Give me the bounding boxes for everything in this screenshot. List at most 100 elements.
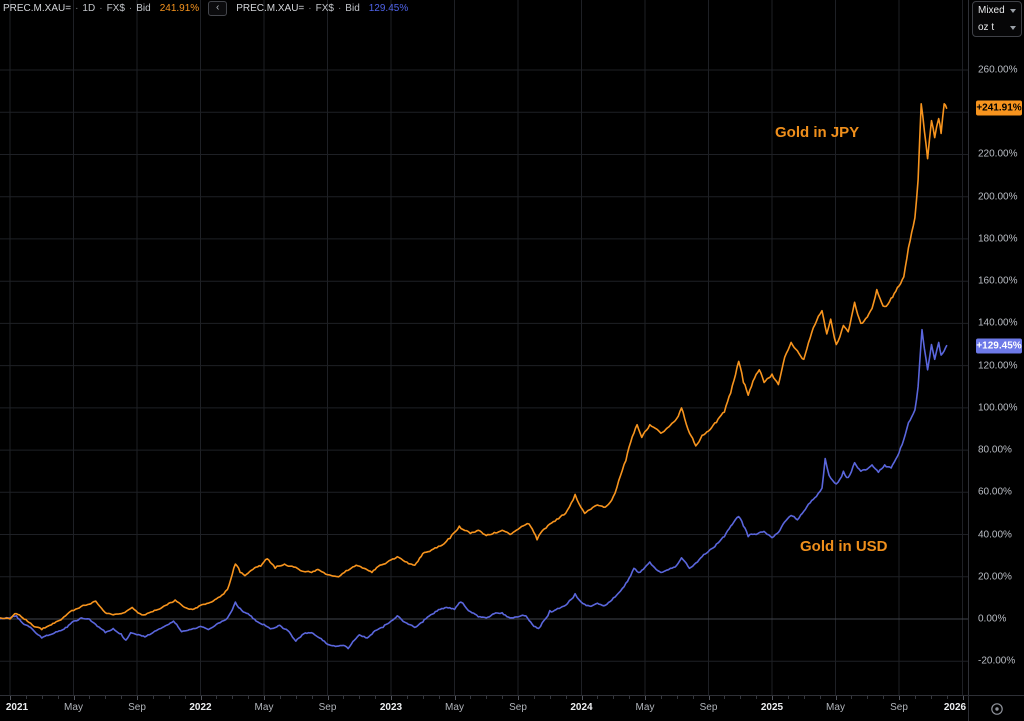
x-axis-tick <box>835 696 837 700</box>
x-axis-tick <box>613 696 615 699</box>
y-axis-label: 260.00% <box>978 64 1018 76</box>
x-axis-tick <box>200 696 202 700</box>
legend-separator: · <box>337 3 342 14</box>
x-axis-tick <box>216 696 218 699</box>
gold-usd-series[interactable] <box>0 328 948 650</box>
y-axis-label: 180.00% <box>978 233 1018 245</box>
x-axis-label: Sep <box>890 702 908 713</box>
x-axis-tick <box>73 696 75 700</box>
chevron-down-icon <box>1010 26 1016 30</box>
unit-dropdown[interactable]: oz t <box>973 19 1021 36</box>
y-axis-label: 100.00% <box>978 402 1018 414</box>
unit-mode-value: Mixed <box>978 5 1005 16</box>
x-axis-label: 2025 <box>760 702 784 713</box>
x-axis-tick <box>708 696 710 700</box>
x-axis-tick <box>930 696 932 699</box>
legend-gold-jpy[interactable]: PREC.M.XAU= · 1D · FX$ · Bid 241.91% <box>3 3 199 14</box>
x-axis-tick <box>962 696 964 700</box>
x-axis-tick <box>295 696 297 699</box>
x-axis-tick <box>692 696 694 699</box>
x-axis-tick <box>724 696 726 699</box>
x-axis-tick <box>565 696 567 699</box>
chevron-down-icon <box>1010 9 1016 13</box>
legend-field: Bid <box>136 3 151 14</box>
legend-separator: · <box>128 3 133 14</box>
x-axis-label: 2023 <box>379 702 403 713</box>
annotation-gold-usd[interactable]: Gold in USD <box>800 538 888 555</box>
x-axis-label: 2021 <box>5 702 29 713</box>
x-axis-tick <box>311 696 313 699</box>
x-axis-tick <box>914 696 916 699</box>
x-axis-tick <box>41 696 43 699</box>
x-axis-tick <box>867 696 869 699</box>
x-axis-tick <box>597 696 599 699</box>
x-axis-tick <box>756 696 758 699</box>
x-axis-tick <box>883 696 885 699</box>
x-axis-tick <box>57 696 59 699</box>
time-axis-divider <box>0 695 1024 696</box>
x-axis-tick <box>105 696 107 699</box>
legend-interval: 1D <box>82 3 96 14</box>
y-axis-label: 140.00% <box>978 317 1018 329</box>
y-axis-label: 20.00% <box>978 571 1012 583</box>
x-axis-tick <box>549 696 551 699</box>
x-axis-tick <box>660 696 662 699</box>
x-axis-tick <box>438 696 440 699</box>
x-axis-tick <box>629 696 631 699</box>
target-icon <box>990 702 1003 715</box>
price-chart-canvas[interactable] <box>0 0 968 695</box>
x-axis-tick <box>279 696 281 699</box>
x-axis-tick <box>89 696 91 699</box>
x-axis-tick <box>25 696 27 699</box>
y-axis-label: 80.00% <box>978 444 1012 456</box>
x-axis-label: 2024 <box>570 702 593 713</box>
corner-action-button[interactable] <box>969 696 1024 721</box>
x-axis-tick <box>740 696 742 699</box>
last-value-badge-usd: +129.45% <box>976 338 1022 354</box>
annotation-gold-jpy[interactable]: Gold in JPY <box>775 124 860 141</box>
x-axis-tick <box>264 696 265 700</box>
legend-ticker: PREC.M.XAU= <box>3 3 72 14</box>
x-axis-tick <box>787 696 789 699</box>
x-axis-label: May <box>635 702 655 713</box>
x-axis-label: Sep <box>699 702 718 713</box>
x-axis-tick <box>899 696 900 700</box>
gold-jpy-series[interactable] <box>0 103 948 631</box>
x-axis-label: May <box>254 702 274 713</box>
x-axis-tick <box>359 696 361 699</box>
x-axis-tick <box>803 696 805 699</box>
x-axis-tick <box>533 696 535 699</box>
x-axis-tick <box>121 696 123 699</box>
legend-bar: PREC.M.XAU= · 1D · FX$ · Bid 241.91% ‹ P… <box>3 1 408 16</box>
unit-mode-dropdown[interactable]: Mixed <box>973 2 1021 19</box>
time-axis[interactable]: 2021 May Sep 2022 May Sep 2023 May Sep 2024 May Sep… <box>0 696 968 721</box>
x-axis-tick <box>502 696 504 699</box>
x-axis-tick <box>327 696 329 700</box>
x-axis-tick <box>819 696 821 699</box>
legend-separator: · <box>99 3 103 14</box>
x-axis-tick <box>946 696 948 699</box>
price-axis[interactable]: +241.91% +129.45% 260.00%240.00%220.00%2… <box>969 0 1024 695</box>
chevron-left-icon: ‹ <box>216 2 220 13</box>
x-axis-label: Sep <box>318 702 337 713</box>
unit-value: oz t <box>978 22 995 33</box>
legend-separator: · <box>75 3 79 14</box>
x-axis-tick <box>486 696 488 699</box>
x-axis-label: May <box>64 702 83 713</box>
legend-gold-usd[interactable]: PREC.M.XAU= · FX$ · Bid 129.45% <box>236 3 408 14</box>
legend-collapse-button[interactable]: ‹ <box>208 1 228 16</box>
x-axis-tick <box>391 696 392 700</box>
x-axis-label: 2022 <box>189 702 212 713</box>
last-value-badge-jpy: +241.91% <box>976 100 1022 116</box>
legend-source: FX$ <box>106 3 125 14</box>
x-axis-tick <box>375 696 377 699</box>
x-axis-tick <box>137 696 138 700</box>
x-axis-label: 2026 <box>943 702 967 713</box>
x-axis-tick <box>645 696 646 700</box>
y-axis-label: 160.00% <box>978 275 1018 287</box>
y-axis-label: 200.00% <box>978 191 1018 203</box>
legend-source: FX$ <box>315 3 334 14</box>
legend-separator: · <box>308 3 312 14</box>
x-axis-label: May <box>445 702 464 713</box>
